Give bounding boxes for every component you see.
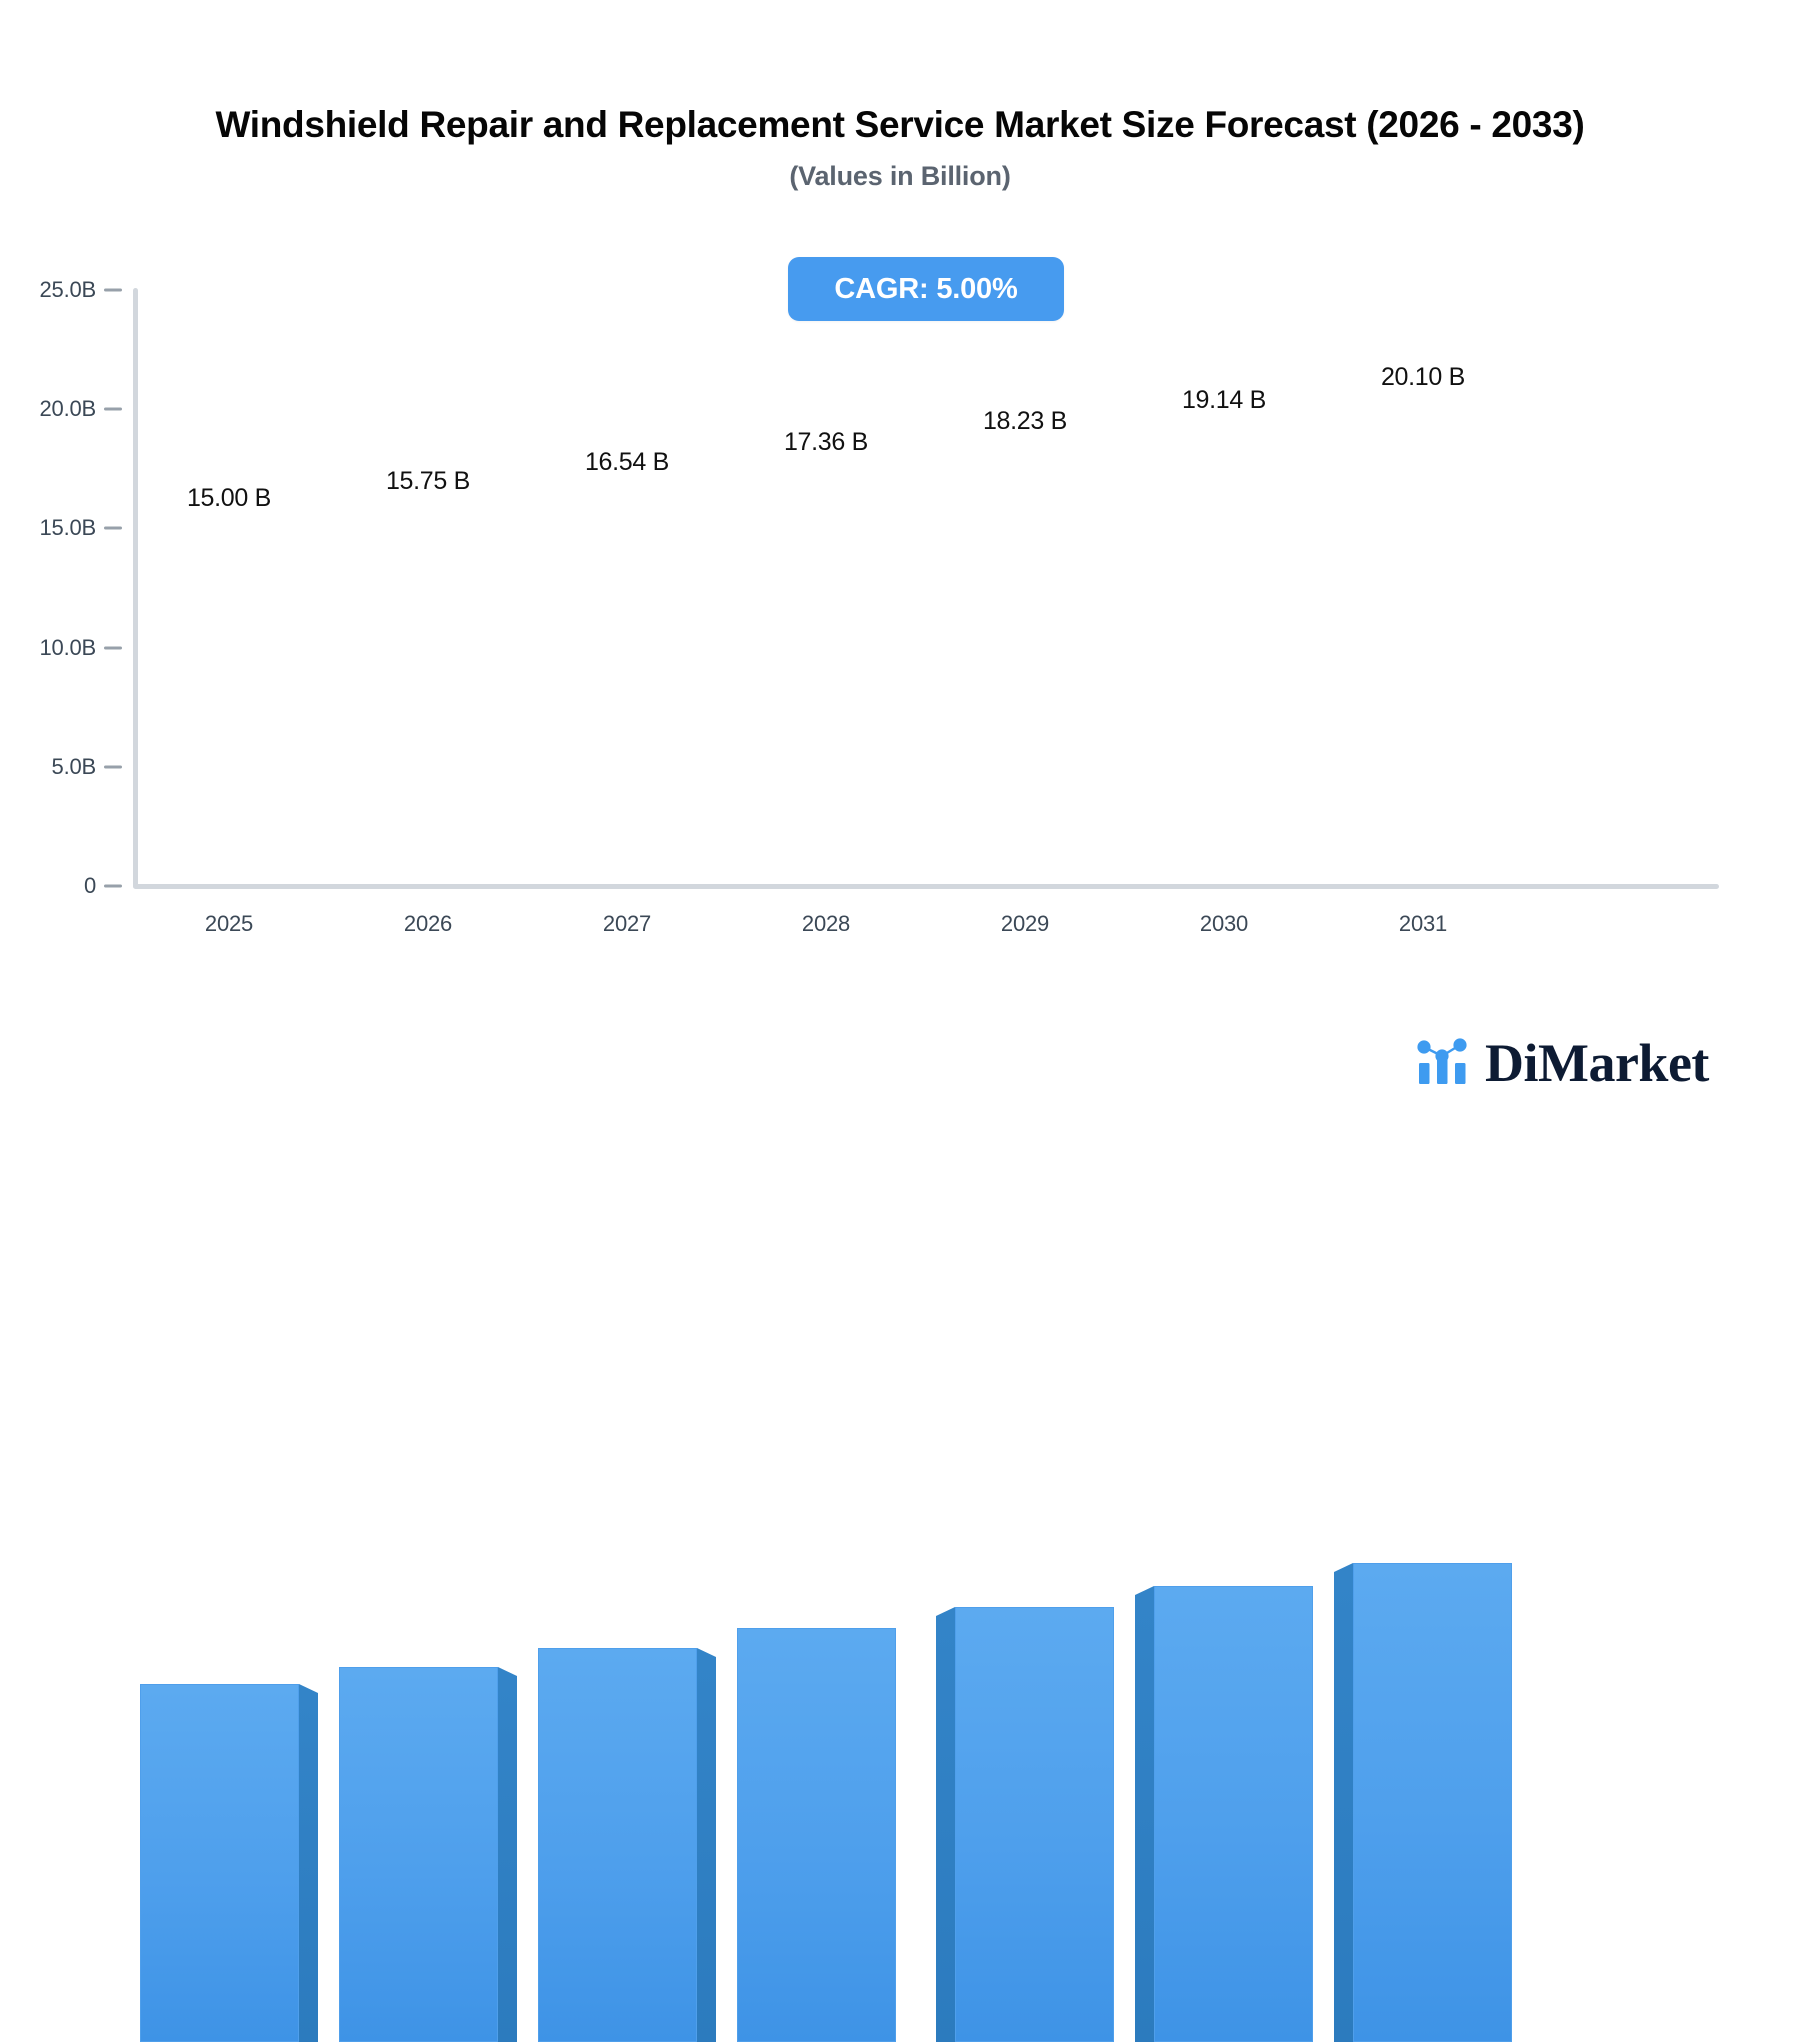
bar-side-face	[697, 1656, 716, 2042]
brand-logo-text: DiMarket	[1485, 1032, 1709, 1093]
bar-side-face	[1135, 1594, 1154, 2042]
bar-front-face	[1154, 1585, 1313, 2042]
bar-top-bevel	[1135, 1585, 1154, 1595]
bar-value-label: 15.00 B	[186, 484, 272, 513]
bar-front-face	[538, 1647, 697, 2042]
bar-top-bevel	[498, 1666, 517, 1676]
bar-top-bevel	[1334, 1562, 1353, 1572]
chart-subtitle: (Values in Billion)	[789, 161, 1011, 192]
bar-side-face	[1334, 1571, 1353, 2042]
y-axis-tick-label: 20.0B	[39, 396, 97, 422]
x-axis-tick-label: 2025	[204, 911, 254, 936]
bar-front-face	[339, 1666, 498, 2042]
chart-header: Windshield Repair and Replacement Servic…	[0, 0, 1800, 192]
bar-top-bevel	[936, 1607, 955, 1617]
y-axis-tick-mark	[104, 288, 122, 292]
bar-front-face	[955, 1607, 1114, 2042]
bar-front-face	[737, 1628, 896, 2042]
bar-side-face	[498, 1675, 517, 2042]
y-axis-tick-label: 5.0B	[51, 753, 97, 779]
bar-top-bevel	[697, 1647, 716, 1657]
x-axis-tick-label: 2031	[1398, 911, 1448, 936]
x-axis-tick-label: 2027	[602, 911, 652, 936]
bar-side-face	[299, 1693, 318, 2042]
y-axis-tick-mark	[104, 407, 122, 411]
bar-top-bevel	[299, 1684, 318, 1694]
cagr-badge: CAGR: 5.00%	[788, 257, 1064, 321]
bar-front-face	[1353, 1562, 1512, 2042]
bar-chart-line-icon	[1415, 1034, 1471, 1091]
x-axis-tick-label: 2028	[801, 911, 851, 936]
bar-front-face	[140, 1684, 299, 2042]
y-axis-tick-label: 15.0B	[39, 515, 97, 541]
bar-value-label: 19.14 B	[1181, 385, 1267, 414]
y-axis-tick-label: 0	[83, 873, 96, 898]
y-axis-line	[133, 288, 138, 888]
x-axis-tick-label: 2030	[1199, 911, 1249, 936]
page-title: Windshield Repair and Replacement Servic…	[215, 104, 1585, 145]
brand-logo: DiMarket	[1415, 1034, 1709, 1091]
bar-value-label: 16.54 B	[584, 447, 670, 476]
cagr-badge-label: CAGR: 5.00%	[834, 272, 1018, 305]
bar-value-label: 20.10 B	[1380, 362, 1466, 391]
bar-value-label: 18.23 B	[982, 407, 1068, 436]
y-axis-tick-label: 25.0B	[39, 277, 97, 302]
bar-value-label: 15.75 B	[385, 466, 471, 495]
y-axis-tick-mark	[104, 884, 122, 888]
y-axis-tick-mark	[104, 765, 122, 769]
y-axis-tick-label: 10.0B	[39, 634, 97, 660]
x-axis-tick-label: 2026	[403, 911, 453, 936]
x-axis-line	[133, 884, 1719, 889]
y-axis-tick-mark	[104, 526, 122, 530]
y-axis-tick-mark	[104, 646, 122, 650]
x-axis-tick-label: 2029	[1000, 911, 1050, 936]
chart-plot-area: 0 5.0B 10.0B 15.0B 20.0B 25.0B 15.00 B 15.75 B…	[39, 277, 1719, 2042]
bar-value-label: 17.36 B	[783, 428, 869, 457]
bar-side-face	[936, 1616, 955, 2042]
